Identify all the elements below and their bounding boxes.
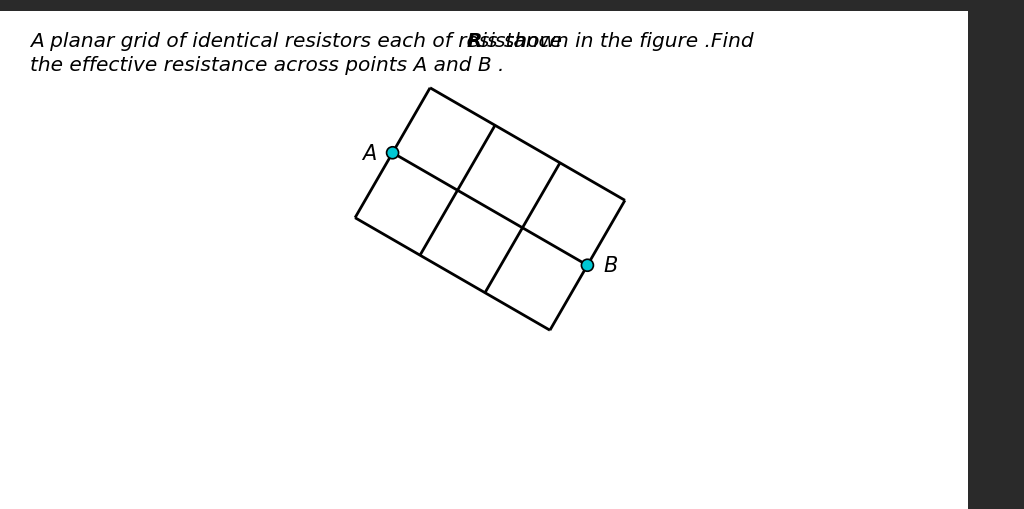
Circle shape (582, 260, 594, 272)
Text: the effective resistance across points A and B .: the effective resistance across points A… (30, 56, 505, 75)
Text: A planar grid of identical resistors each of resistance: A planar grid of identical resistors eac… (30, 32, 568, 51)
Text: is shown in the figure .Find: is shown in the figure .Find (475, 32, 754, 51)
Text: R: R (467, 32, 482, 51)
Bar (0, 0, 1024, 12)
Text: B: B (603, 256, 617, 276)
Bar (968, 0, 1024, 509)
Text: A: A (362, 144, 377, 163)
Circle shape (387, 148, 398, 159)
